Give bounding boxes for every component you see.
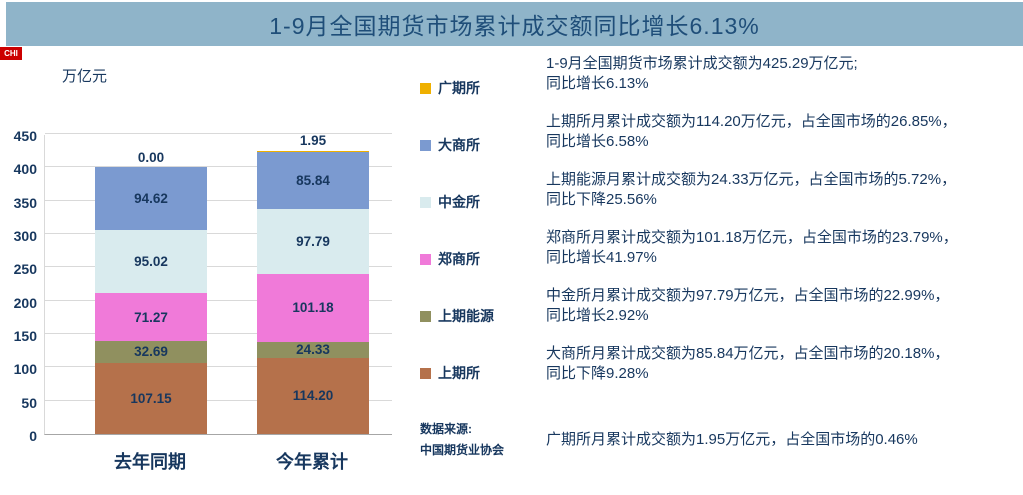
legend-item-中金所: 中金所 — [420, 194, 550, 210]
data-label: 95.02 — [134, 254, 168, 270]
y-tick-label: 150 — [13, 328, 37, 344]
legend-swatch — [420, 253, 431, 265]
bar-segment-上期能源: 24.33 — [257, 341, 369, 358]
x-axis-label: 去年同期 — [114, 452, 186, 472]
gridline — [45, 299, 392, 301]
y-axis-ticks: 0 50 100 150 200 250 300 350 400 450 — [0, 128, 37, 444]
gridline — [45, 233, 392, 234]
note-line: 上期所月累计成交额为114.20万亿元，占全国市场的26.85%， — [546, 113, 957, 130]
bar-segment-中金所: 95.02 — [95, 229, 207, 294]
data-label: 94.62 — [134, 190, 168, 206]
y-tick-label: 400 — [13, 161, 37, 178]
legend-swatch — [420, 196, 431, 208]
bar-segment-大商所: 94.62 — [95, 166, 207, 230]
data-label: 107.15 — [130, 390, 172, 406]
data-source-label: 数据来源: — [420, 422, 472, 436]
note-line: 1-9月全国期货市场累计成交额为425.29万亿元; — [546, 55, 858, 72]
data-label: 85.84 — [296, 172, 330, 188]
x-axis-labels: 去年同期 今年累计 — [44, 448, 392, 478]
note-3: 上期能源月累计成交额为24.33万亿元，占全国市场的5.72%， 同比下降25.5… — [546, 170, 1020, 210]
legend-item-上期所: 上期所 — [420, 365, 550, 381]
gridlines-layer — [45, 133, 392, 434]
y-axis-unit-label: 万亿元 — [62, 68, 108, 85]
legend-item-上期能源: 上期能源 — [420, 308, 550, 324]
gridline — [45, 199, 392, 201]
legend-label: 广期所 — [438, 80, 480, 96]
note-line: 上期能源月累计成交额为24.33万亿元，占全国市场的5.72%， — [546, 171, 957, 188]
note-2: 上期所月累计成交额为114.20万亿元，占全国市场的26.85%， 同比增长6.5… — [546, 112, 1020, 152]
gridline — [45, 266, 392, 268]
note-line: 广期所月累计成交额为1.95万亿元，占全国市场的0.46% — [546, 431, 918, 448]
note-5: 中金所月累计成交额为97.79万亿元，占全国市场的22.99%， 同比增长2.92… — [546, 286, 1020, 326]
gridline — [45, 133, 392, 134]
bar-segment-上期所: 107.15 — [95, 362, 207, 434]
legend-label: 上期能源 — [438, 308, 494, 324]
legend-label: 中金所 — [438, 194, 480, 210]
data-source-name: 中国期货业协会 — [420, 443, 505, 457]
legend-swatch — [420, 367, 431, 379]
legend-label: 郑商所 — [438, 251, 480, 267]
note-line: 同比增长2.92% — [546, 307, 649, 324]
note-6: 大商所月累计成交额为85.84万亿元，占全国市场的20.18%， 同比下降9.28… — [546, 344, 1020, 384]
data-label: 71.27 — [134, 309, 168, 325]
plot-area: 107.15 32.69 71.27 95.02 94.62 0.00 114.20 24.3… — [44, 133, 392, 435]
bar-今年累计: 114.20 24.33 101.18 97.79 85.84 — [257, 150, 369, 434]
notes-column: 1-9月全国期货市场累计成交额为425.29万亿元; 同比增长6.13% 上期所月累… — [546, 54, 1020, 450]
gridline — [45, 166, 392, 168]
legend: 广期所大商所中金所郑商所上期能源上期所 — [420, 80, 550, 381]
gridline — [45, 366, 392, 368]
note-line: 同比增长6.58% — [546, 133, 649, 150]
note-1: 1-9月全国期货市场累计成交额为425.29万亿元; 同比增长6.13% — [546, 54, 1020, 94]
title-bar: 1-9月全国期货市场累计成交额同比增长6.13% — [6, 2, 1023, 46]
legend-label: 上期所 — [438, 365, 480, 381]
note-7: 广期所月累计成交额为1.95万亿元，占全国市场的0.46% — [546, 430, 1020, 450]
y-tick-label: 300 — [13, 228, 37, 244]
legend-swatch — [420, 82, 431, 94]
y-tick-label: 450 — [13, 128, 37, 144]
bar-去年同期: 107.15 32.69 71.27 95.02 94.62 — [95, 166, 207, 434]
note-line: 同比下降25.56% — [546, 191, 657, 208]
note-4: 郑商所月累计成交额为101.18万亿元，占全国市场的23.79%， 同比增长41.… — [546, 228, 1020, 268]
bar-segment-郑商所: 101.18 — [257, 274, 369, 342]
bar-segment-郑商所: 71.27 — [95, 293, 207, 341]
legend-item-广期所: 广期所 — [420, 80, 550, 96]
x-axis-label: 今年累计 — [276, 452, 348, 472]
bar-segment-上期所: 114.20 — [257, 357, 369, 434]
stacked-bar-chart: 万亿元 0 50 100 150 200 250 300 350 400 450 107.15 32… — [0, 60, 404, 492]
data-label: 101.18 — [292, 300, 334, 316]
bars-layer: 107.15 32.69 71.27 95.02 94.62 0.00 114.20 24.3… — [45, 133, 392, 434]
note-line: 郑商所月累计成交额为101.18万亿元，占全国市场的23.79%， — [546, 229, 958, 246]
y-tick-label: 200 — [13, 294, 37, 311]
y-tick-label: 100 — [13, 361, 37, 378]
data-label: 0.00 — [137, 149, 165, 165]
legend-label: 大商所 — [438, 137, 480, 153]
note-line: 同比增长41.97% — [546, 249, 657, 266]
note-line: 中金所月累计成交额为97.79万亿元，占全国市场的22.99%， — [546, 287, 950, 304]
y-tick-label: 50 — [21, 394, 37, 411]
legend-item-大商所: 大商所 — [420, 137, 550, 153]
data-label: 32.69 — [134, 344, 168, 360]
note-line: 同比下降9.28% — [546, 365, 649, 382]
legend-swatch — [420, 139, 431, 151]
data-label: 1.95 — [299, 133, 327, 149]
y-tick-label: 350 — [13, 194, 37, 211]
bar-segment-大商所: 85.84 — [257, 151, 369, 210]
data-source: 数据来源: 中国期货业协会 — [420, 419, 504, 461]
page-title: 1-9月全国期货市场累计成交额同比增长6.13% — [269, 13, 760, 39]
bar-segment-广期所 — [257, 150, 369, 152]
brand-logo: CHI — [0, 47, 22, 60]
legend-swatch — [420, 310, 431, 322]
note-line: 同比增长6.13% — [546, 75, 649, 92]
bar-segment-中金所: 97.79 — [257, 209, 369, 275]
note-line: 大商所月累计成交额为85.84万亿元，占全国市场的20.18%， — [546, 345, 950, 362]
y-tick-label: 250 — [13, 261, 37, 278]
gridline — [45, 333, 392, 334]
gridline — [45, 399, 392, 401]
data-label: 114.20 — [292, 388, 334, 404]
legend-item-郑商所: 郑商所 — [420, 251, 550, 267]
bar-segment-上期能源: 32.69 — [95, 340, 207, 363]
data-label: 97.79 — [296, 234, 330, 250]
data-label: 24.33 — [296, 342, 330, 358]
y-tick-label: 0 — [29, 428, 37, 444]
